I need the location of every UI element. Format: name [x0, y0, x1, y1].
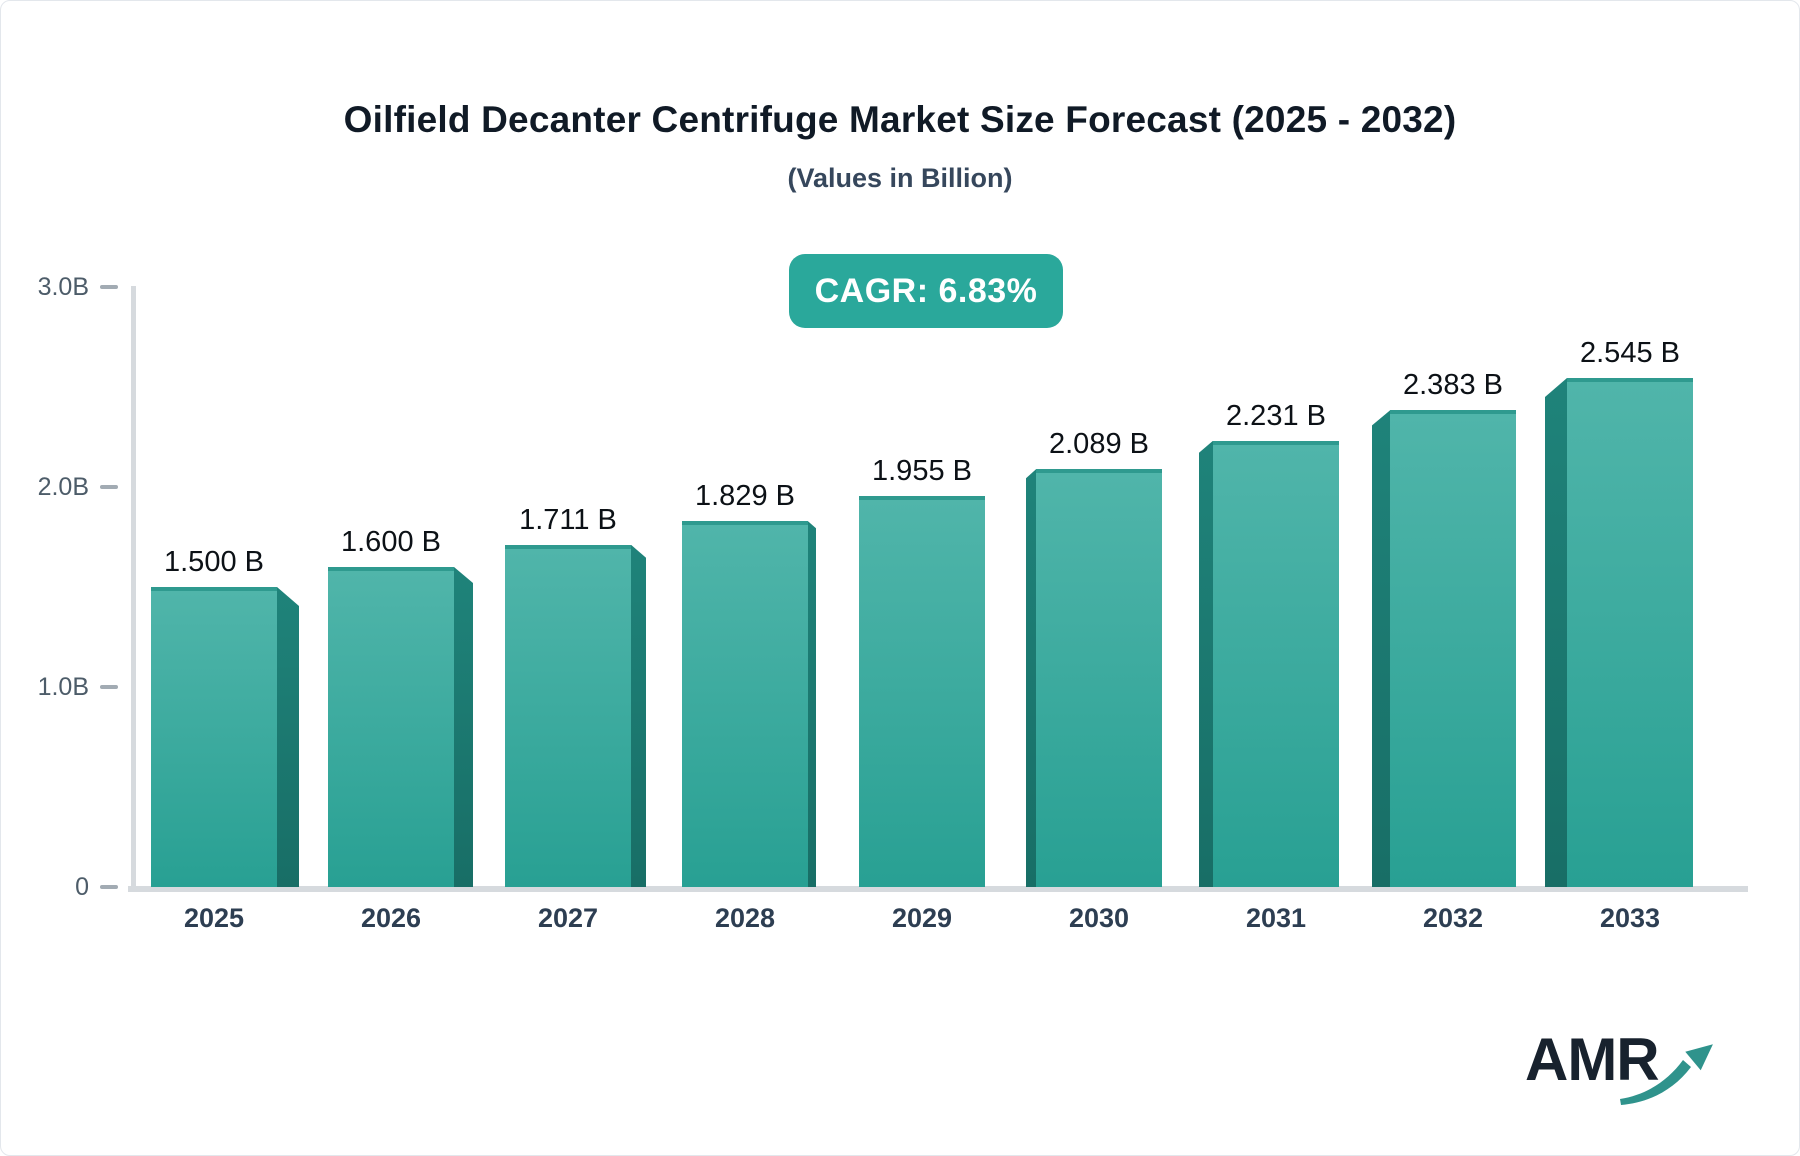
bar-2027[interactable] [505, 544, 631, 887]
bar-value-label: 1.500 B [164, 546, 264, 578]
chart-title: Oilfield Decanter Centrifuge Market Size… [343, 99, 1457, 140]
y-tick-label: 0 [75, 873, 89, 901]
bar-value-label: 1.829 B [695, 480, 795, 513]
growth-arrow-icon [1620, 1044, 1713, 1105]
y-tick-dash [100, 685, 118, 689]
cagr-badge: CAGR: 6.83% [789, 254, 1063, 328]
bar-2026[interactable] [328, 567, 454, 887]
x-tick-label-2031: 2031 [1245, 903, 1307, 933]
amr-logo: AMR [1525, 1029, 1725, 1119]
bar-value-label: 1.600 B [341, 526, 441, 558]
bar-value-label: 1.711 B [519, 503, 617, 536]
y-tick-dash [100, 885, 118, 889]
bar-side-face[interactable] [454, 567, 473, 887]
bar-value-label: 2.089 B [1049, 428, 1149, 461]
y-tick-dash [100, 285, 118, 289]
bar-side-face[interactable] [277, 587, 299, 887]
bar-2030[interactable] [1036, 469, 1162, 887]
bar-side-face[interactable] [1199, 440, 1213, 887]
bar-value-label: 1.955 B [872, 455, 972, 487]
bar-side-face[interactable] [1026, 469, 1036, 887]
bar-value-label: 2.231 B [1226, 399, 1326, 432]
x-tick-label-2029: 2029 [891, 903, 953, 933]
bar-2031[interactable] [1213, 440, 1339, 887]
x-tick-label-2030: 2030 [1068, 903, 1130, 933]
cagr-badge-label: CAGR: 6.83% [814, 271, 1038, 310]
bar-side-face[interactable] [808, 521, 816, 887]
x-tick-label-2025: 2025 [183, 903, 245, 933]
y-axis-line [131, 286, 136, 892]
bar-value-label: 2.383 B [1403, 369, 1503, 402]
x-axis-line [128, 886, 1748, 892]
chart-subtitle: (Values in Billion) [787, 163, 1013, 193]
y-tick-label: 1.0B [37, 673, 89, 701]
y-tick-dash [100, 485, 118, 489]
x-tick-label-2027: 2027 [537, 903, 599, 933]
x-tick-label-2028: 2028 [714, 903, 776, 933]
bar-2032[interactable] [1390, 410, 1516, 887]
amr-logo-text: AMR [1525, 1026, 1660, 1093]
bar-side-face[interactable] [631, 544, 646, 887]
bar-2033[interactable] [1567, 378, 1693, 887]
bar-value-label: 2.545 B [1580, 337, 1680, 369]
x-tick-label-2033: 2033 [1599, 903, 1661, 933]
bar-2029[interactable] [859, 496, 985, 887]
bar-side-face[interactable] [1545, 378, 1567, 887]
y-tick-label: 3.0B [37, 273, 89, 301]
bar-2025[interactable] [151, 587, 277, 887]
x-tick-label-2026: 2026 [360, 903, 422, 933]
bar-side-face[interactable] [1372, 410, 1390, 887]
x-tick-label-2032: 2032 [1422, 903, 1484, 933]
bar-2028[interactable] [682, 521, 808, 887]
y-tick-label: 2.0B [37, 473, 89, 501]
